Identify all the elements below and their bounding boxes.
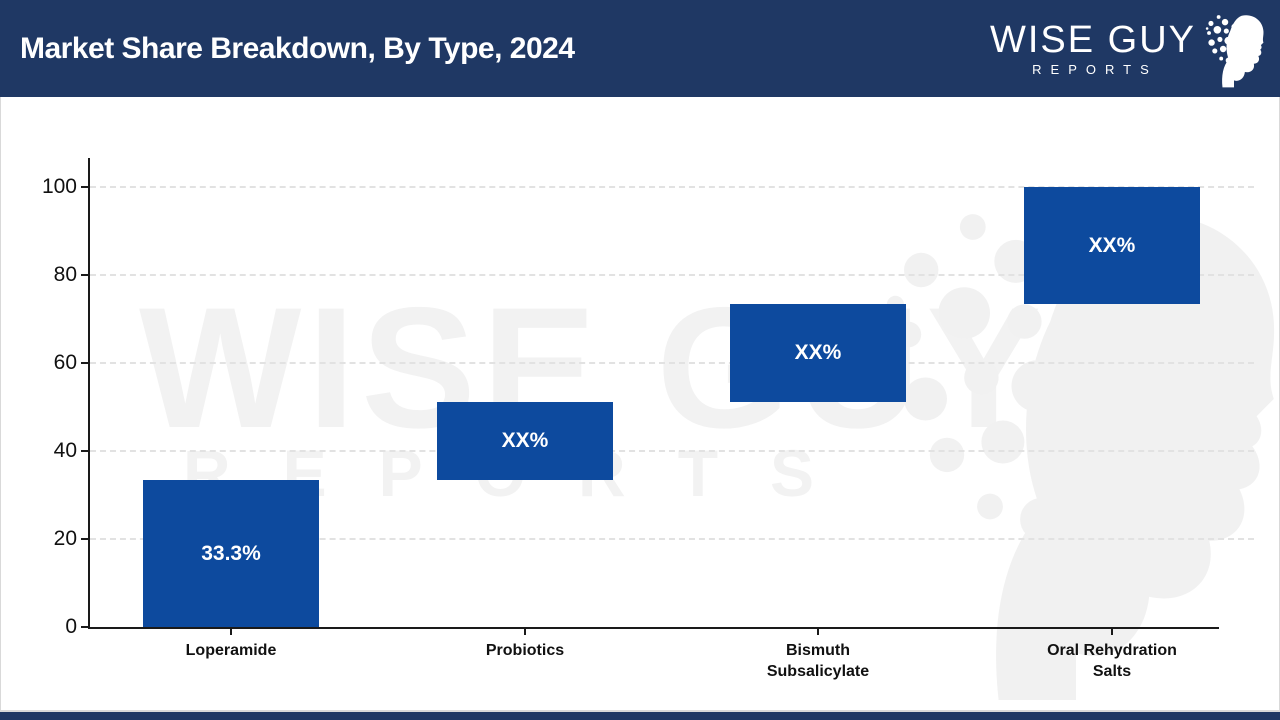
logo-sub-wordmark: REPORTS (1032, 62, 1158, 77)
plot: 0 20 40 60 80 100 33.3% Loperamide XX% Probiotics… (1, 97, 1279, 710)
x-label-line: Loperamide (185, 642, 277, 659)
y-tick-label-0: 0 (65, 615, 77, 638)
x-tick-1 (524, 629, 526, 635)
logo-wordmark: WISE GUY (989, 19, 1196, 61)
header-bar: Market Share Breakdown, By Type, 2024 WI… (0, 0, 1280, 97)
gridline-100 (90, 186, 1254, 188)
y-tick-80 (81, 274, 89, 276)
bar-loperamide: 33.3% (143, 480, 319, 627)
y-tick-label-60: 60 (53, 351, 77, 374)
x-tick-3 (1111, 629, 1113, 635)
brand-logo: WISE GUY REPORTS (990, 0, 1266, 97)
head-profile-icon (1205, 14, 1264, 87)
chart-area: WISE GUY REPORTS 02040608010033.3%Lopera… (0, 97, 1280, 712)
x-label-line: Bismuth (786, 642, 850, 659)
y-tick-label-80: 80 (53, 263, 77, 286)
bar-value-label: XX% (1088, 233, 1136, 257)
x-label-1: Probiotics (486, 640, 564, 661)
x-label-line: Subsalicylate (766, 663, 870, 680)
x-tick-0 (230, 629, 232, 635)
x-label-0: Loperamide (186, 640, 277, 661)
bar-value-label: XX% (501, 429, 549, 453)
y-tick-0 (81, 626, 89, 628)
y-tick-40 (81, 450, 89, 452)
x-label-line: Salts (1092, 663, 1132, 680)
y-tick-60 (81, 362, 89, 364)
y-tick-100 (81, 186, 89, 188)
gridline-20 (90, 538, 1254, 540)
bar-value-label: XX% (794, 340, 842, 364)
logo-text: WISE GUY REPORTS (990, 20, 1196, 77)
x-axis (88, 627, 1219, 629)
x-label-3: Oral Rehydration Salts (1047, 640, 1177, 682)
gridline-80 (90, 274, 1254, 276)
bar-bismuth-subsalicylate: XX% (730, 304, 906, 402)
y-axis (88, 158, 90, 629)
y-tick-label-100: 100 (41, 175, 77, 198)
x-label-line: Oral Rehydration (1047, 642, 1177, 659)
gridline-60 (90, 362, 1254, 364)
footer-bar (0, 712, 1280, 720)
y-tick-label-20: 20 (53, 527, 77, 550)
x-label-2: Bismuth Subsalicylate (767, 640, 869, 682)
y-tick-20 (81, 538, 89, 540)
bar-value-label: 33.3% (201, 541, 261, 565)
x-tick-2 (817, 629, 819, 635)
bar-oral-rehydration-salts: XX% (1024, 187, 1200, 305)
gridline-40 (90, 450, 1254, 452)
y-tick-label-40: 40 (53, 439, 77, 462)
bar-probiotics: XX% (437, 401, 613, 481)
x-label-line: Probiotics (485, 642, 565, 659)
chart-title: Market Share Breakdown, By Type, 2024 (20, 31, 575, 65)
